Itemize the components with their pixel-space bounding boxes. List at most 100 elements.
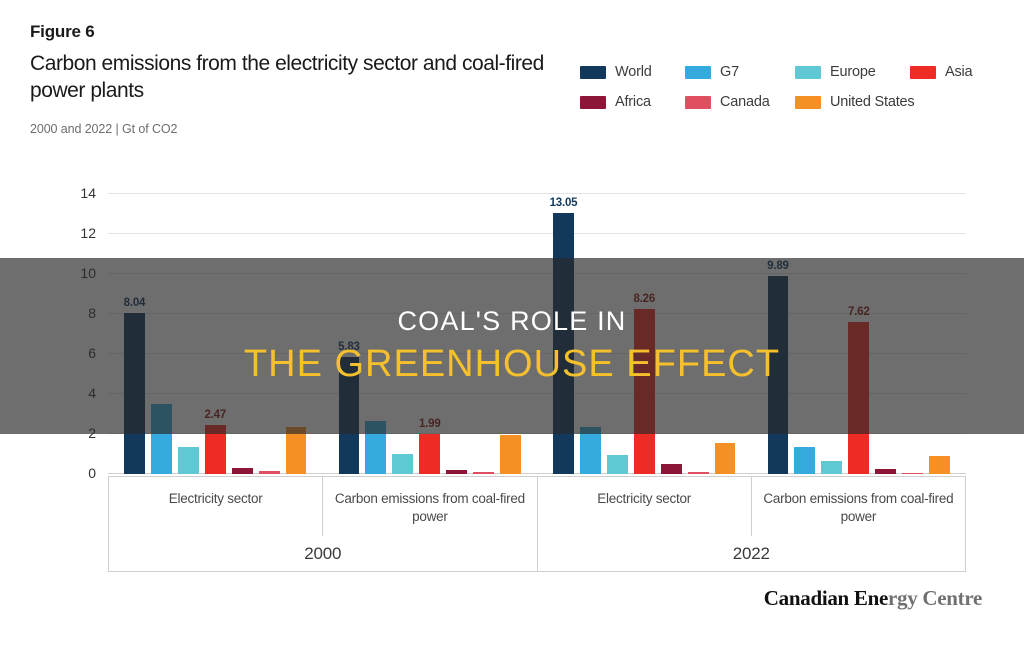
bar-value-label: 5.83 (338, 341, 360, 354)
legend-item-united-states[interactable]: United States (795, 94, 915, 110)
bar-slot-world: 5.83 (338, 194, 360, 474)
x-axis-year-label: 2022 (538, 536, 966, 571)
legend-item-world[interactable]: World (580, 64, 685, 80)
bar[interactable] (231, 468, 253, 474)
bar[interactable] (419, 434, 441, 474)
y-axis-tick-label: 14 (80, 185, 96, 201)
chart-bar-groups: 8.04 2.47 5.83 1.99 13.05 8.26 9.89 7.62 (108, 194, 966, 474)
bar[interactable] (794, 446, 816, 474)
gridline: 0 (88, 465, 966, 481)
bar-value-label: 8.26 (633, 292, 656, 305)
bar-slot-united-states (285, 194, 307, 474)
bar[interactable] (204, 424, 226, 474)
bar-slot-g7 (365, 194, 387, 474)
legend-swatch-icon (795, 65, 821, 79)
bar-slot-g7 (579, 194, 601, 474)
bar-slot-canada (473, 194, 495, 474)
y-axis-tick-label: 2 (88, 425, 96, 441)
bar[interactable] (875, 468, 897, 474)
bar[interactable] (365, 421, 387, 474)
bar-slot-united-states (500, 194, 521, 474)
bar-slot-g7 (794, 194, 816, 474)
canadian-energy-centre-logo: Canadian Energy Centre (763, 586, 983, 611)
x-axis-category-label: Carbon emissions from coal-fired power (323, 477, 538, 536)
bar[interactable] (338, 357, 360, 474)
bar-slot-asia: 8.26 (633, 194, 656, 474)
bar-slot-canada (258, 194, 280, 474)
logo-text-primary: Canadian Ene (763, 586, 889, 610)
legend-item-g7[interactable]: G7 (685, 64, 795, 80)
bar[interactable] (821, 461, 843, 474)
bar[interactable] (606, 455, 628, 474)
gridline: 12 (80, 225, 966, 241)
y-axis-tick-label: 10 (80, 265, 96, 281)
bar[interactable] (767, 276, 789, 474)
x-axis-year-label: 2000 (108, 536, 538, 571)
bar-value-label: 8.04 (123, 297, 146, 310)
bar-slot-europe (177, 194, 199, 474)
bar-value-label: 9.89 (767, 260, 789, 273)
bar[interactable] (473, 472, 495, 474)
bar-slot-africa (875, 194, 897, 474)
bar[interactable] (633, 308, 655, 474)
bar[interactable] (929, 456, 950, 474)
bar-slot-europe (606, 194, 628, 474)
figure-subtitle: 2000 and 2022 | Gt of CO2 (30, 122, 178, 136)
bar-group-bars: 9.89 7.62 (752, 194, 967, 474)
bar-group: 5.83 1.99 (323, 194, 538, 474)
bar[interactable] (902, 473, 924, 474)
figure-label: Figure 6 (30, 22, 95, 41)
bar[interactable] (177, 447, 199, 474)
legend-label: Africa (615, 94, 651, 110)
y-axis-tick-label: 6 (88, 345, 96, 361)
bar-slot-asia: 7.62 (847, 194, 870, 474)
x-axis-category-label: Electricity sector (108, 477, 324, 536)
bar[interactable] (687, 472, 709, 474)
bar-group: 9.89 7.62 (752, 194, 967, 474)
legend-item-asia[interactable]: Asia (910, 64, 973, 80)
legend-label: Europe (830, 64, 876, 80)
bar[interactable] (150, 404, 172, 474)
bar-slot-world: 13.05 (550, 194, 578, 474)
legend-swatch-icon (795, 95, 821, 109)
bar-slot-canada (902, 194, 924, 474)
legend-row-1: World G7 Europe Asia (580, 57, 1000, 87)
legend-swatch-icon (685, 95, 711, 109)
bar[interactable] (848, 321, 870, 474)
bar[interactable] (258, 471, 280, 474)
legend-label: Asia (945, 64, 973, 80)
bar-value-label: 7.62 (847, 305, 870, 318)
bar[interactable] (714, 442, 736, 474)
legend-label: World (615, 64, 652, 80)
x-axis-categories: Electricity sector Carbon emissions from … (108, 476, 966, 536)
x-axis-category-label: Carbon emissions from coal-fired power (752, 477, 966, 536)
bar-group: 8.04 2.47 (108, 194, 323, 474)
bar-slot-united-states (929, 194, 950, 474)
bar[interactable] (553, 213, 574, 474)
legend-swatch-icon (580, 65, 606, 79)
bar[interactable] (500, 435, 521, 474)
bar-slot-g7 (150, 194, 172, 474)
legend-item-africa[interactable]: Africa (580, 94, 685, 110)
bar-slot-world: 8.04 (124, 194, 145, 474)
legend-label: Canada (720, 94, 770, 110)
bar[interactable] (124, 313, 145, 474)
bar-slot-europe (392, 194, 414, 474)
bar[interactable] (446, 469, 468, 474)
legend-item-europe[interactable]: Europe (795, 64, 910, 80)
bar-group-bars: 8.04 2.47 (108, 194, 323, 474)
legend-label: United States (830, 94, 915, 110)
legend-item-canada[interactable]: Canada (685, 94, 795, 110)
legend-swatch-icon (910, 65, 936, 79)
bar[interactable] (392, 453, 414, 474)
y-axis-tick-label: 12 (80, 225, 96, 241)
bar-slot-europe (821, 194, 843, 474)
bar-value-label: 13.05 (549, 197, 578, 209)
bar[interactable] (285, 427, 307, 474)
bar-slot-africa (231, 194, 253, 474)
legend-label: G7 (720, 64, 739, 80)
bar[interactable] (579, 427, 601, 474)
bar[interactable] (660, 464, 682, 474)
logo-text-secondary: rgy Centre (888, 586, 982, 610)
